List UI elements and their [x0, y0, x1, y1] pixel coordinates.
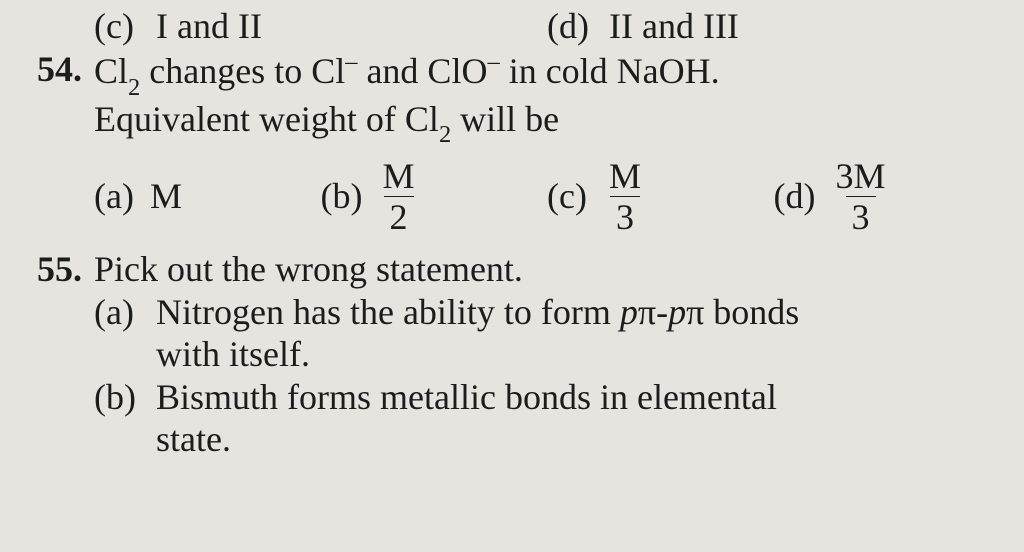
option-text-line2: state.	[156, 419, 1000, 460]
option-text: II and III	[609, 6, 1000, 47]
text-part: π-	[638, 292, 668, 332]
text-part: π bonds	[686, 292, 799, 332]
option-label: (b)	[94, 377, 156, 418]
option-label: (a)	[94, 176, 150, 217]
superscript: –	[487, 48, 499, 75]
q54-option-b: (b) M 2	[321, 158, 548, 235]
text-part: Nitrogen has the ability to form	[156, 292, 620, 332]
q54-options-row: (a) M (b) M 2 (c) M 3	[0, 158, 1000, 235]
fraction-numerator: M	[603, 158, 647, 196]
prev-question-options-row: (c) I and II (d) II and III	[0, 6, 1000, 47]
fraction-denominator: 3	[846, 196, 876, 235]
option-text: M	[150, 176, 182, 217]
stem-text: and ClO	[357, 51, 487, 91]
option-label: (d)	[774, 176, 830, 217]
fraction-numerator: M	[377, 158, 421, 196]
fraction-denominator: 3	[610, 196, 640, 235]
superscript: –	[345, 48, 357, 75]
subscript: 2	[439, 121, 451, 148]
option-text-line1: Nitrogen has the ability to form pπ-pπ b…	[156, 292, 1000, 333]
option-label: (d)	[547, 6, 609, 47]
stem-text: changes to Cl	[140, 51, 345, 91]
q55-stem-row: 55. Pick out the wrong statement.	[0, 249, 1000, 290]
q54-option-d: (d) 3M 3	[774, 158, 1001, 235]
option-label: (c)	[547, 176, 603, 217]
q55-option-a: (a) Nitrogen has the ability to form pπ-…	[0, 292, 1000, 375]
stem-text: Equivalent weight of Cl	[94, 99, 439, 139]
q55-stem: Pick out the wrong statement.	[94, 249, 1000, 290]
option-label: (b)	[321, 176, 377, 217]
q54-stem-line1: Cl2 changes to Cl– and ClO– in cold NaOH…	[94, 49, 1000, 98]
q54-option-a: (a) M	[94, 158, 321, 235]
option-text-line2: with itself.	[156, 334, 1000, 375]
q54-stem-row-2: Equivalent weight of Cl2 will be	[0, 99, 1000, 146]
prev-option-c: (c) I and II	[94, 6, 547, 47]
fraction: M 2	[377, 158, 421, 235]
subscript: 2	[128, 74, 140, 101]
italic-var: p	[620, 292, 638, 332]
question-number: 55.	[0, 249, 94, 290]
stem-text: in cold NaOH.	[500, 51, 720, 91]
stem-text: will be	[451, 99, 559, 139]
option-text-line1: Bismuth forms metallic bonds in elementa…	[156, 377, 1000, 418]
q54-option-c: (c) M 3	[547, 158, 774, 235]
q54-stem-row-1: 54. Cl2 changes to Cl– and ClO– in cold …	[0, 49, 1000, 98]
italic-var: p	[668, 292, 686, 332]
fraction-denominator: 2	[384, 196, 414, 235]
q55-option-b: (b) Bismuth forms metallic bonds in elem…	[0, 377, 1000, 460]
page-root: (c) I and II (d) II and III 54. Cl2 chan…	[0, 0, 1024, 552]
stem-text: Cl	[94, 51, 128, 91]
option-text: I and II	[156, 6, 547, 47]
question-number: 54.	[0, 49, 94, 90]
option-label: (a)	[94, 292, 156, 333]
fraction-numerator: 3M	[830, 158, 892, 196]
option-label: (c)	[94, 6, 156, 47]
q54-stem-line2: Equivalent weight of Cl2 will be	[94, 99, 1000, 146]
fraction: 3M 3	[830, 158, 892, 235]
prev-option-d: (d) II and III	[547, 6, 1000, 47]
fraction: M 3	[603, 158, 647, 235]
